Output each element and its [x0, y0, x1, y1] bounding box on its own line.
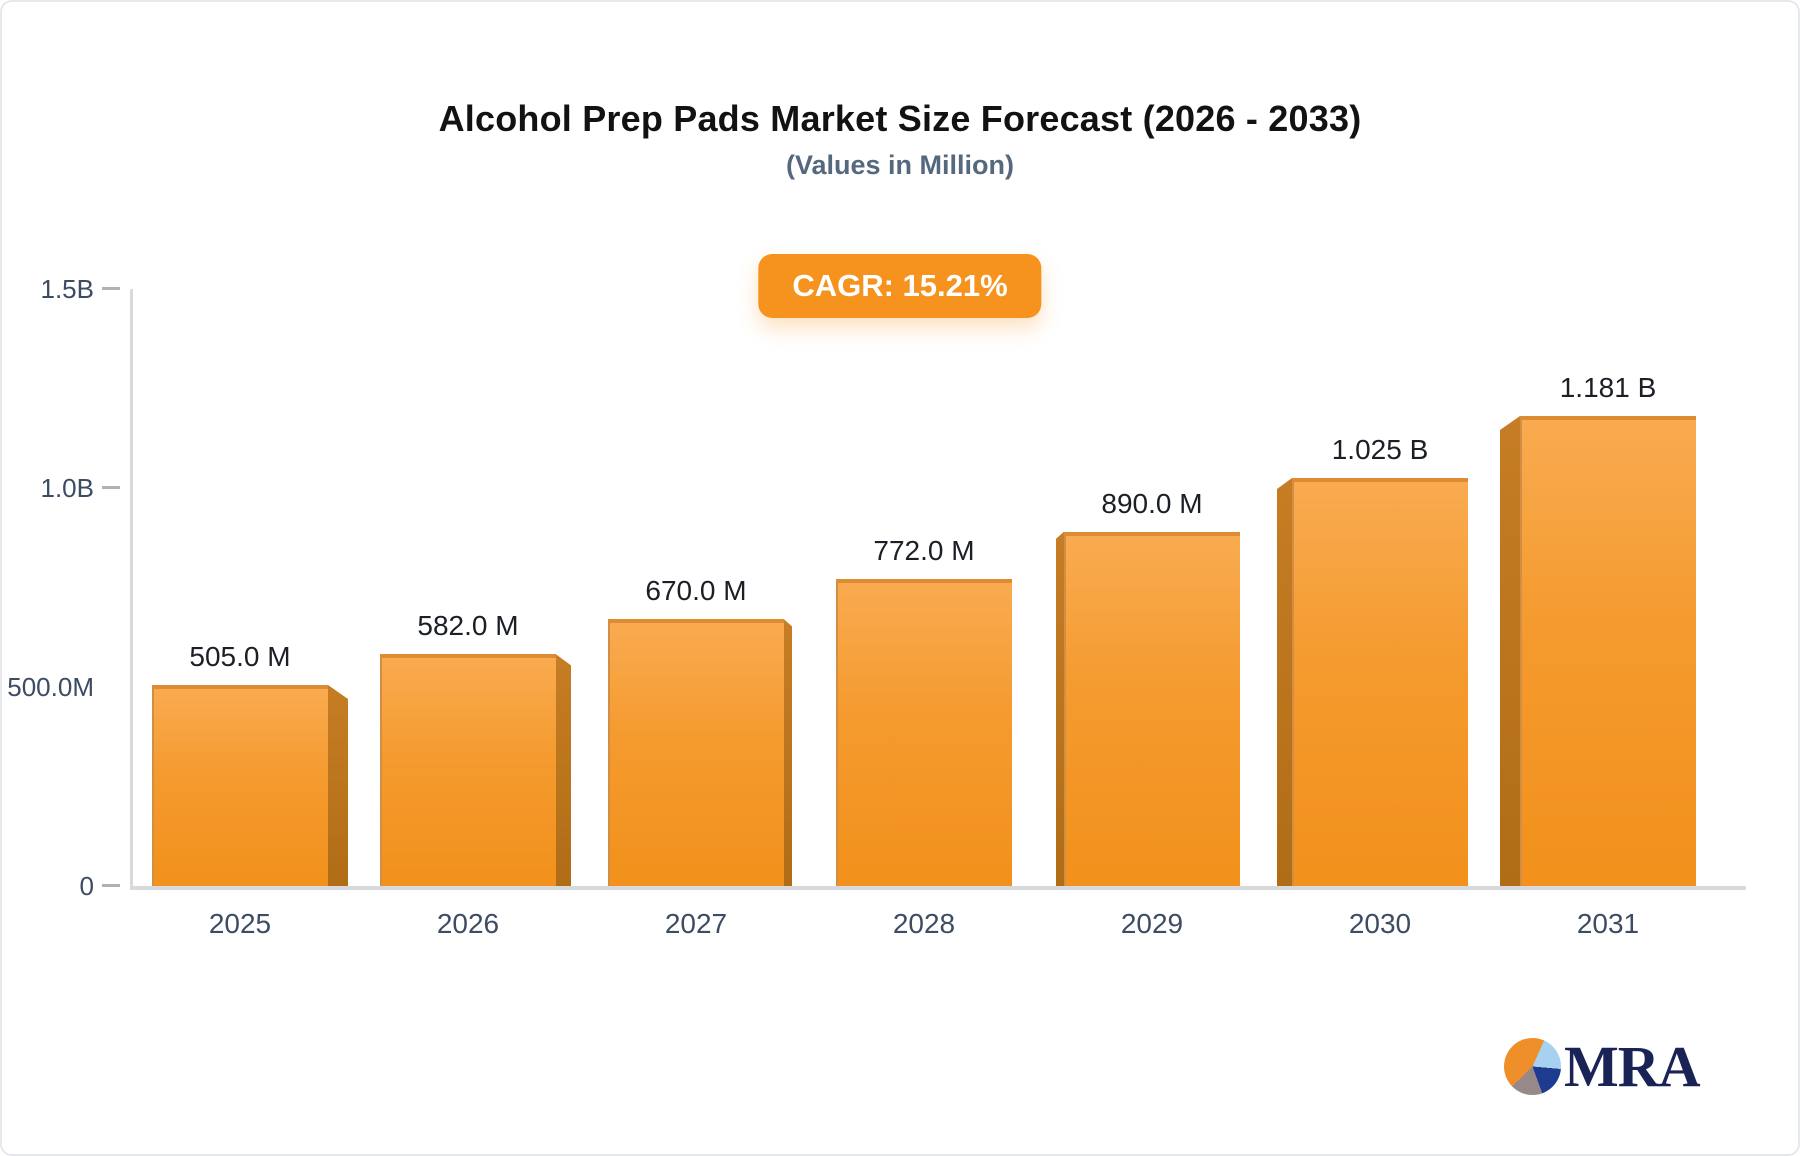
chart-title: Alcohol Prep Pads Market Size Forecast (… — [438, 98, 1362, 139]
x-tick-label: 2030 — [1348, 908, 1412, 939]
mra-logo-pie-icon — [1504, 1038, 1561, 1095]
bar-face — [836, 578, 1012, 886]
bar-face — [152, 685, 328, 886]
bar-side-face — [1277, 478, 1292, 886]
x-tick-label: 2025 — [208, 908, 272, 939]
mra-logo: MRA — [1504, 1034, 1701, 1099]
chart-subtitle: (Values in Million) — [785, 150, 1015, 180]
bar-side-face — [784, 619, 792, 886]
bar-face — [608, 619, 784, 886]
bar-value-label: 890.0 M — [1101, 487, 1203, 519]
bar-side-face — [556, 654, 571, 886]
bar-side-face — [328, 685, 348, 886]
cagr-badge: CAGR: 15.21% — [758, 254, 1042, 318]
y-tick-dash — [102, 486, 120, 489]
x-tick-label: 2031 — [1576, 908, 1640, 939]
mra-logo-text: MRA — [1564, 1034, 1701, 1099]
bar-face — [1292, 478, 1468, 886]
y-tick-label: 500.0M — [7, 672, 94, 702]
x-tick-label: 2027 — [664, 908, 728, 939]
x-tick-label: 2026 — [436, 908, 500, 939]
x-tick-label: 2028 — [892, 908, 956, 939]
bar-value-label: 772.0 M — [873, 534, 975, 566]
y-axis-line — [130, 289, 133, 886]
y-tick-label: 0 — [79, 871, 94, 901]
y-tick-dash — [102, 884, 120, 887]
y-tick-label: 1.0B — [40, 473, 95, 503]
bar-face — [1064, 531, 1240, 886]
bar-face — [1520, 415, 1696, 886]
bar-value-label: 1.025 B — [1331, 434, 1429, 466]
bar-side-face — [1056, 531, 1064, 886]
x-tick-label: 2029 — [1120, 908, 1184, 939]
bar-value-label: 505.0 M — [189, 641, 291, 672]
y-tick-label: 1.5B — [40, 274, 95, 304]
bar-value-label: 670.0 M — [645, 575, 747, 607]
bar-value-label: 582.0 M — [417, 610, 519, 642]
y-tick-dash — [102, 287, 120, 290]
bar-value-label: 1.181 B — [1559, 371, 1657, 403]
bar-side-face — [1500, 415, 1520, 886]
x-axis-line — [130, 886, 1746, 890]
bar-face — [380, 654, 556, 886]
